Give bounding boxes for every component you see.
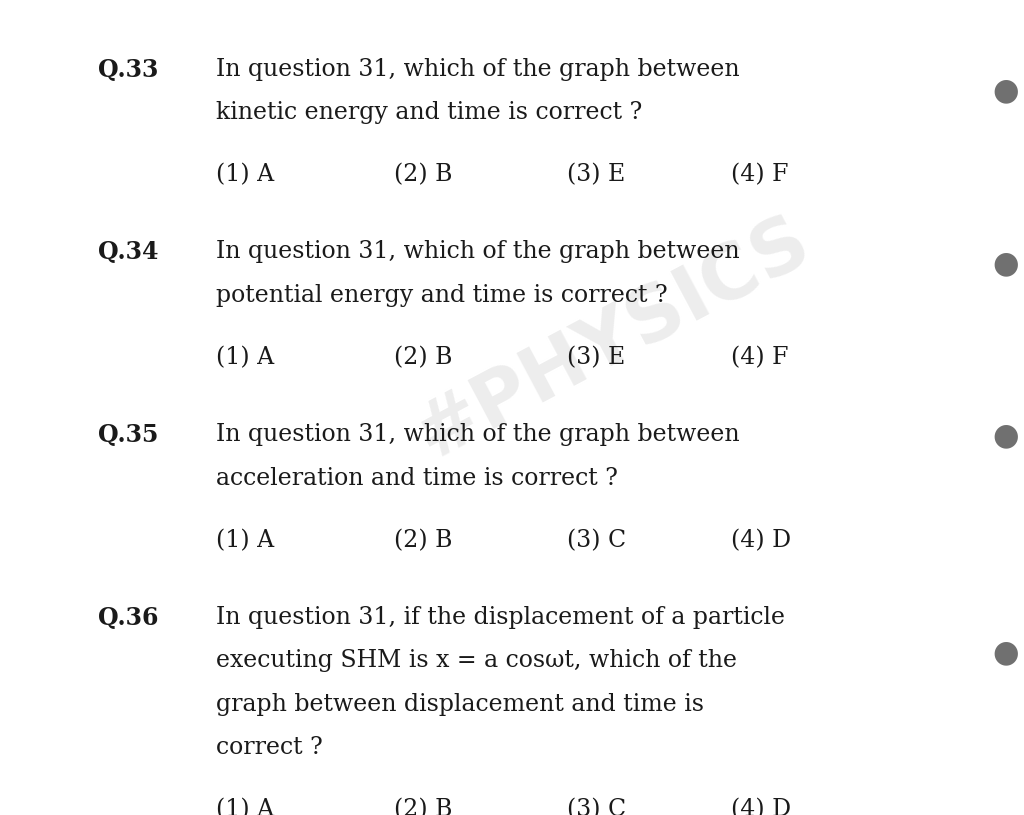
Text: Q.33: Q.33	[98, 58, 159, 82]
Text: #PHYSICS: #PHYSICS	[403, 204, 822, 474]
Text: In question 31, which of the graph between: In question 31, which of the graph betwe…	[215, 423, 739, 446]
Text: (1) A: (1) A	[215, 799, 273, 815]
Text: In question 31, which of the graph between: In question 31, which of the graph betwe…	[215, 58, 739, 81]
Text: (2) B: (2) B	[394, 346, 453, 369]
Text: graph between displacement and time is: graph between displacement and time is	[215, 693, 703, 716]
Text: (3) E: (3) E	[567, 163, 626, 186]
Text: kinetic energy and time is correct ?: kinetic energy and time is correct ?	[215, 101, 642, 124]
Text: (4) D: (4) D	[730, 529, 791, 552]
Text: (2) B: (2) B	[394, 529, 453, 552]
Text: (1) A: (1) A	[215, 163, 273, 186]
Text: ●: ●	[992, 249, 1019, 278]
Text: (3) C: (3) C	[567, 799, 627, 815]
Text: (2) B: (2) B	[394, 799, 453, 815]
Text: acceleration and time is correct ?: acceleration and time is correct ?	[215, 466, 617, 490]
Text: potential energy and time is correct ?: potential energy and time is correct ?	[215, 284, 668, 306]
Text: executing SHM is x = a cosωt, which of the: executing SHM is x = a cosωt, which of t…	[215, 650, 736, 672]
Text: correct ?: correct ?	[215, 736, 323, 760]
Text: (4) F: (4) F	[730, 163, 788, 186]
Text: (1) A: (1) A	[215, 346, 273, 369]
Text: In question 31, which of the graph between: In question 31, which of the graph betwe…	[215, 240, 739, 263]
Text: Q.34: Q.34	[98, 240, 159, 264]
Text: (3) E: (3) E	[567, 346, 626, 369]
Text: (1) A: (1) A	[215, 529, 273, 552]
Text: (4) F: (4) F	[730, 346, 788, 369]
Text: (2) B: (2) B	[394, 163, 453, 186]
Text: ●: ●	[992, 639, 1019, 667]
Text: Q.35: Q.35	[98, 423, 159, 447]
Text: (4) D: (4) D	[730, 799, 791, 815]
Text: Q.36: Q.36	[98, 606, 159, 630]
Text: In question 31, if the displacement of a particle: In question 31, if the displacement of a…	[215, 606, 784, 629]
Text: ●: ●	[992, 421, 1019, 451]
Text: ●: ●	[992, 77, 1019, 106]
Text: (3) C: (3) C	[567, 529, 627, 552]
